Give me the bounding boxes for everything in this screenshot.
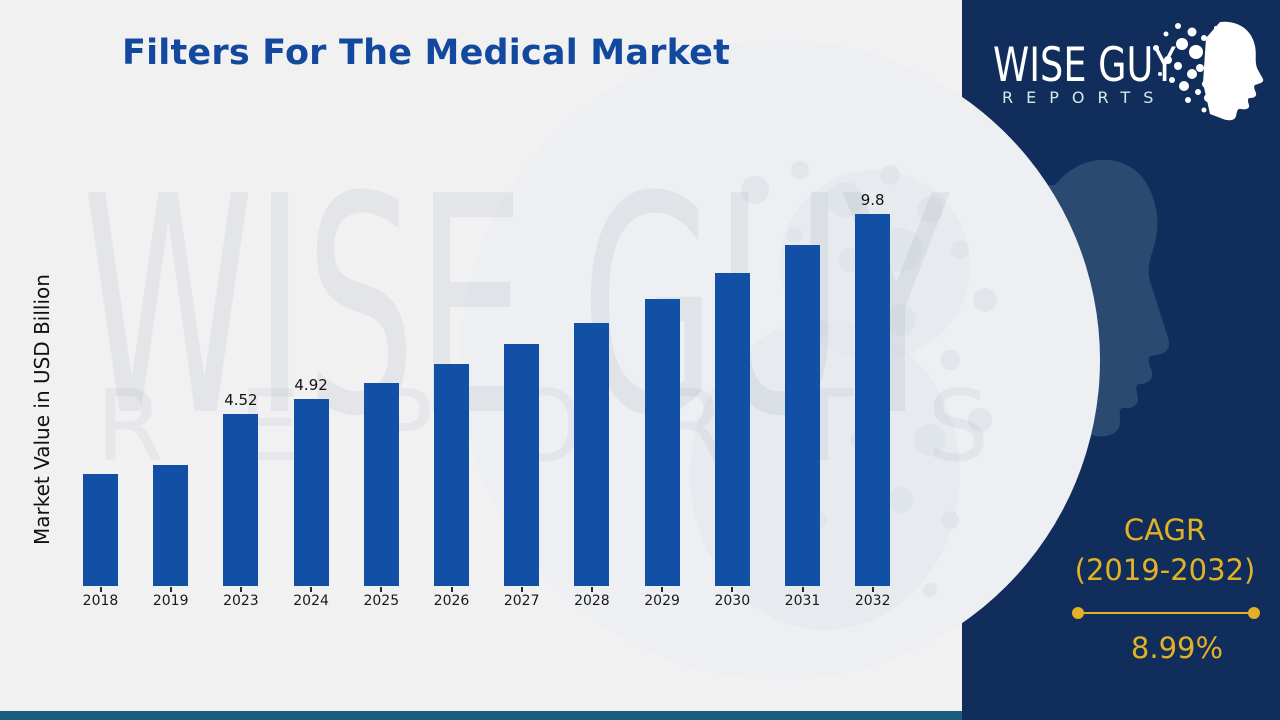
watermark-dot (941, 511, 959, 529)
watermark-dot (917, 197, 943, 223)
watermark-dot (887, 487, 913, 513)
watermark-dot (940, 350, 960, 370)
x-tick-label-2026: 2026 (433, 593, 470, 609)
page-title: Filters For The Medical Market (122, 33, 731, 73)
watermark-dot (741, 176, 769, 204)
bar-2025 (363, 382, 399, 586)
x-tick-label-2024: 2024 (293, 593, 329, 609)
divider-dot-left-icon (1072, 607, 1084, 619)
x-tick-label-2031: 2031 (784, 593, 821, 609)
watermark-dot (827, 182, 863, 218)
x-axis-tick (590, 587, 593, 592)
logo-wordmark: WISE GUY (993, 38, 1176, 93)
x-tick-label-2018: 2018 (82, 593, 119, 609)
bar-value-label-2023: 4.52 (224, 391, 258, 410)
x-tick-label-2032: 2032 (854, 593, 891, 609)
x-axis-tick (661, 587, 664, 592)
x-tick-label-2027: 2027 (503, 593, 540, 609)
watermark-dot (923, 583, 937, 597)
bar-2019 (153, 464, 189, 586)
cagr-value: 8.99% (1130, 631, 1224, 665)
logo-face-icon (1153, 21, 1264, 121)
cagr-title: CAGR (1123, 513, 1207, 547)
x-tick-label-2023: 2023 (223, 593, 259, 609)
logo-reports-text: REPORTS (1002, 88, 1167, 107)
bar-2027 (504, 344, 540, 586)
watermark-dot (968, 408, 992, 432)
cagr-label: CAGR (2019-2032) (1060, 510, 1270, 590)
bottom-accent-strip (0, 711, 962, 720)
bar-2030 (714, 272, 750, 586)
bar-2029 (644, 298, 680, 586)
x-axis-tick (169, 587, 172, 592)
x-tick-label-2019: 2019 (152, 593, 189, 609)
x-axis-tick (99, 587, 102, 592)
bar-value-label-2024: 4.92 (294, 376, 328, 395)
x-axis-tick (731, 587, 734, 592)
bar-2026 (434, 364, 469, 586)
x-axis-tick (380, 587, 383, 592)
bar-2024 (293, 399, 329, 586)
divider-dot-right-icon (1248, 607, 1260, 619)
x-tick-label-2030: 2030 (714, 593, 751, 609)
x-axis-tick (450, 587, 453, 592)
y-axis-label: Market Value in USD Billion (30, 274, 54, 546)
x-tick-label-2028: 2028 (574, 593, 610, 609)
x-tick-label-2025: 2025 (363, 593, 400, 609)
watermark-dot (787, 227, 803, 243)
watermark-dot (880, 165, 900, 185)
watermark-dot (951, 241, 969, 259)
watermark-dot (914, 424, 946, 456)
x-axis-tick (310, 587, 313, 592)
x-axis-tick (871, 587, 874, 592)
bar-2023 (223, 414, 259, 586)
watermark-dot (973, 288, 997, 312)
x-tick-label-2029: 2029 (644, 593, 680, 609)
x-axis-tick (239, 587, 242, 592)
bar-2031 (785, 244, 820, 586)
cagr-range: (2019-2032) (1074, 553, 1256, 588)
bar-value-label-2032: 9.8 (860, 191, 885, 209)
watermark-dot (791, 161, 809, 179)
bar-2018 (83, 474, 118, 586)
bar-2032 (855, 214, 891, 586)
cagr-divider (1072, 607, 1260, 619)
x-axis-tick (520, 587, 523, 592)
x-axis-tick (801, 587, 804, 592)
bar-2028 (574, 322, 610, 586)
